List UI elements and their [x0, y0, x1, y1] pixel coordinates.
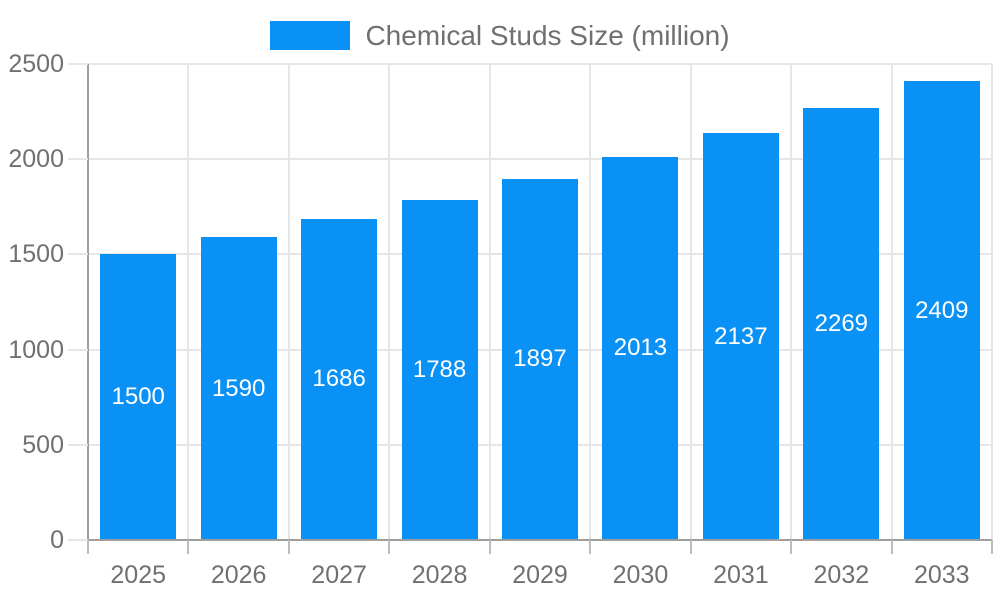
x-tick-label-2030: 2030 — [612, 561, 669, 589]
x-tick-1 — [187, 540, 190, 554]
bar-2033[interactable] — [903, 81, 980, 540]
x-tick-9 — [991, 540, 993, 554]
x-tick-3 — [388, 540, 391, 554]
y-tick-label-0: 0 — [50, 526, 64, 554]
x-tick-0 — [87, 540, 89, 554]
x-tick-label-2031: 2031 — [713, 561, 769, 589]
y-tick-500 — [68, 443, 88, 446]
bar-2029[interactable] — [502, 178, 578, 540]
gridline-v-3 — [388, 64, 391, 540]
x-tick-label-2032: 2032 — [813, 561, 870, 589]
y-tick-label-2000: 2000 — [8, 145, 64, 174]
legend-label: Chemical Studs Size (million) — [365, 20, 730, 51]
bar-2032[interactable] — [803, 107, 880, 540]
x-tick-label-2029: 2029 — [512, 561, 568, 589]
gridline-v-6 — [689, 64, 692, 540]
gridline-v-4 — [488, 64, 491, 540]
gridline-v-8 — [890, 64, 893, 540]
gridline-h-2500 — [88, 63, 992, 65]
x-tick-7 — [790, 540, 793, 554]
bar-value-2033: 2409 — [915, 296, 969, 324]
y-tick-0 — [68, 539, 88, 541]
bar-value-2026: 1590 — [211, 374, 266, 402]
bar-value-2027: 1686 — [312, 365, 366, 393]
gridline-v-1 — [187, 64, 190, 540]
x-tick-label-2027: 2027 — [311, 561, 367, 589]
x-tick-label-2028: 2028 — [411, 561, 468, 589]
y-tick-2000 — [68, 158, 88, 161]
legend[interactable]: Chemical Studs Size (million) — [0, 21, 1000, 50]
gridline-h-2000 — [88, 158, 992, 161]
y-tick-2500 — [68, 63, 88, 65]
y-tick-label-1500: 1500 — [8, 240, 64, 269]
x-tick-label-2025: 2025 — [110, 561, 167, 589]
bar-2025[interactable] — [100, 254, 177, 540]
x-tick-label-2033: 2033 — [913, 561, 970, 589]
bar-value-2030: 2013 — [613, 334, 668, 362]
bar-2026[interactable] — [200, 237, 277, 540]
x-tick-label-2026: 2026 — [210, 561, 267, 589]
bar-value-2032: 2269 — [814, 309, 869, 337]
bar-value-2028: 1788 — [412, 355, 467, 383]
gridline-v-2 — [287, 64, 290, 540]
bar-2030[interactable] — [602, 156, 679, 540]
legend-swatch — [270, 21, 351, 50]
bar-2027[interactable] — [301, 218, 378, 540]
gridline-v-9 — [991, 64, 993, 540]
y-tick-label-2500: 2500 — [8, 50, 64, 78]
x-tick-5 — [589, 540, 592, 554]
x-tick-8 — [890, 540, 893, 554]
y-tick-1500 — [68, 253, 88, 256]
x-axis-line — [88, 539, 992, 541]
bar-value-2025: 1500 — [111, 383, 165, 411]
bar-value-2031: 2137 — [714, 322, 768, 350]
x-tick-6 — [689, 540, 692, 554]
gridline-v-7 — [790, 64, 793, 540]
y-tick-label-1000: 1000 — [8, 335, 64, 364]
bar-2028[interactable] — [401, 199, 478, 540]
bar-2031[interactable] — [702, 133, 779, 540]
y-axis-line — [87, 64, 89, 554]
y-tick-label-500: 500 — [22, 430, 64, 459]
x-tick-4 — [488, 540, 491, 554]
gridline-v-5 — [589, 64, 592, 540]
y-tick-1000 — [68, 348, 88, 351]
bar-value-2029: 1897 — [513, 345, 567, 373]
x-tick-2 — [287, 540, 290, 554]
